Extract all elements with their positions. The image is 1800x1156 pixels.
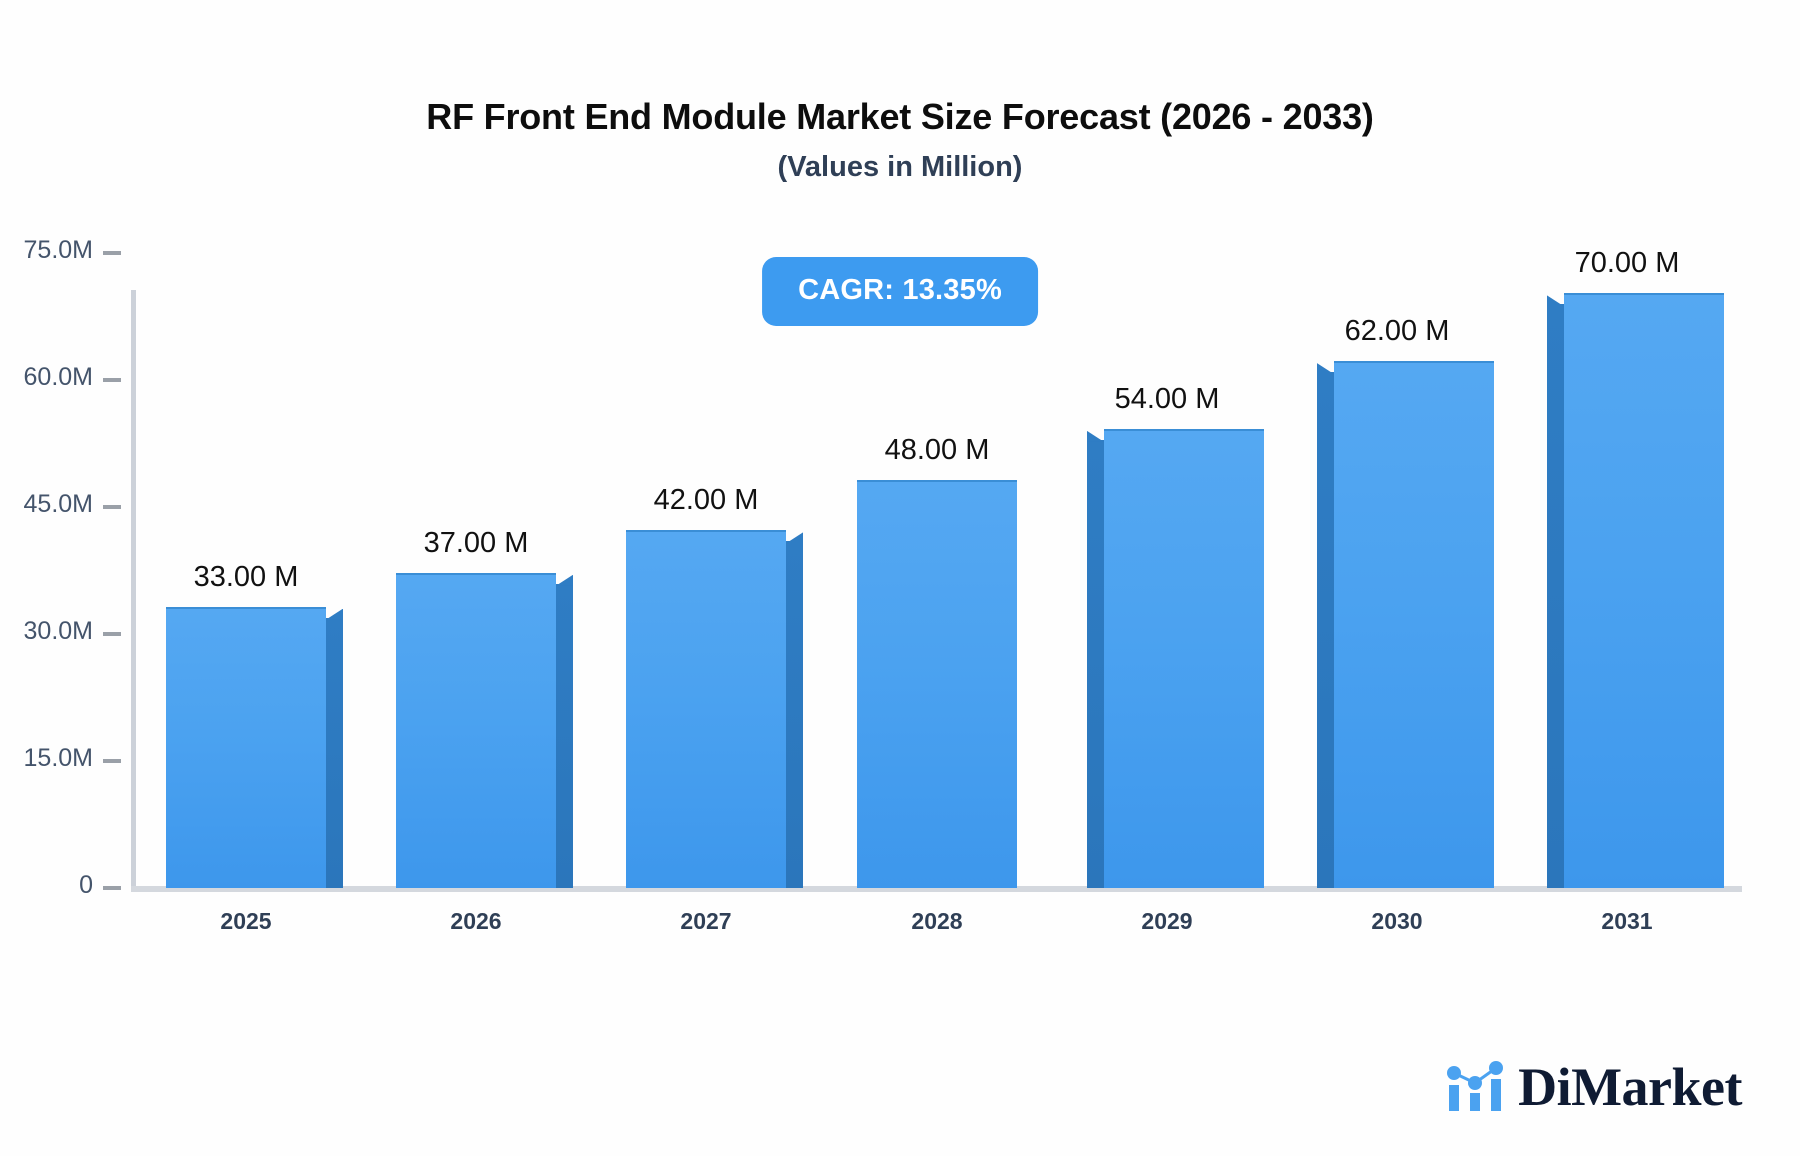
bar-chart-logo-icon [1447,1061,1504,1111]
bar[interactable] [166,606,343,888]
bar-top-bevel [1087,430,1104,442]
dimarket-logo: DiMarket [1446,1060,1742,1114]
y-axis-tick-mark [103,632,121,636]
bar[interactable] [396,572,573,888]
chart-title: RF Front End Module Market Size Forecast… [426,96,1374,137]
chart-subtitle: (Values in Million) [777,151,1023,184]
x-axis-label: 2026 [450,908,502,934]
x-axis-line [131,886,1742,892]
y-axis-tick-label: 15.0M [23,744,93,772]
x-axis-label: 2030 [1371,908,1423,934]
x-axis-label: 2025 [220,908,272,934]
bar-side-face [326,617,343,888]
x-axis-label: 2027 [680,908,732,934]
bar-top-bevel [1547,295,1564,307]
title-block: RF Front End Module Market Size Forecast… [0,96,1800,185]
y-axis-tick-label: 0 [79,871,93,899]
bar-side-face [556,583,573,888]
bar-top-bevel [786,532,803,544]
bar-value-label: 54.00 M [1114,382,1220,415]
bar-side-face [1317,372,1334,888]
x-axis-label: 2031 [1601,908,1653,934]
bar-face [1564,293,1724,888]
bar-value-label: 37.00 M [423,526,529,559]
bar-value-label: 62.00 M [1344,315,1450,348]
y-axis-line [131,290,136,888]
y-axis-tick-label: 45.0M [23,490,93,518]
bar-face [857,479,1017,888]
bar[interactable] [1547,293,1724,888]
bar[interactable] [1087,428,1264,888]
y-axis-tick-mark [103,378,121,382]
cagr-badge: CAGR: 13.35% [762,257,1038,326]
y-axis-tick-mark [103,251,121,255]
x-axis-label: 2029 [1141,908,1193,934]
y-axis-tick-label: 30.0M [23,617,93,645]
y-axis-tick-mark [103,505,121,509]
bar[interactable] [857,479,1017,888]
bar-face [1334,361,1494,888]
bar-value-label: 33.00 M [193,560,299,593]
x-axis-label: 2028 [911,908,963,934]
bar-value-label: 48.00 M [884,433,990,466]
y-axis-tick-label: 60.0M [23,363,93,391]
bar-side-face [1087,439,1104,888]
bar-value-label: 42.00 M [653,484,759,517]
bar-top-bevel [556,574,573,586]
y-axis-tick-mark [103,886,121,890]
bar-top-bevel [1317,363,1334,375]
bar-face [166,606,326,888]
bar-face [1104,428,1264,888]
logo-wordmark: DiMarket [1518,1057,1742,1117]
bar-value-label: 70.00 M [1574,247,1680,280]
bar-face [626,530,786,888]
y-axis-tick-label: 75.0M [23,236,93,264]
bar-top-bevel [326,608,343,620]
bar[interactable] [1317,361,1494,888]
y-axis-tick-mark [103,759,121,763]
bar-face [396,572,556,888]
bar-side-face [1547,304,1564,888]
bar[interactable] [626,530,803,888]
bar-side-face [786,541,803,888]
